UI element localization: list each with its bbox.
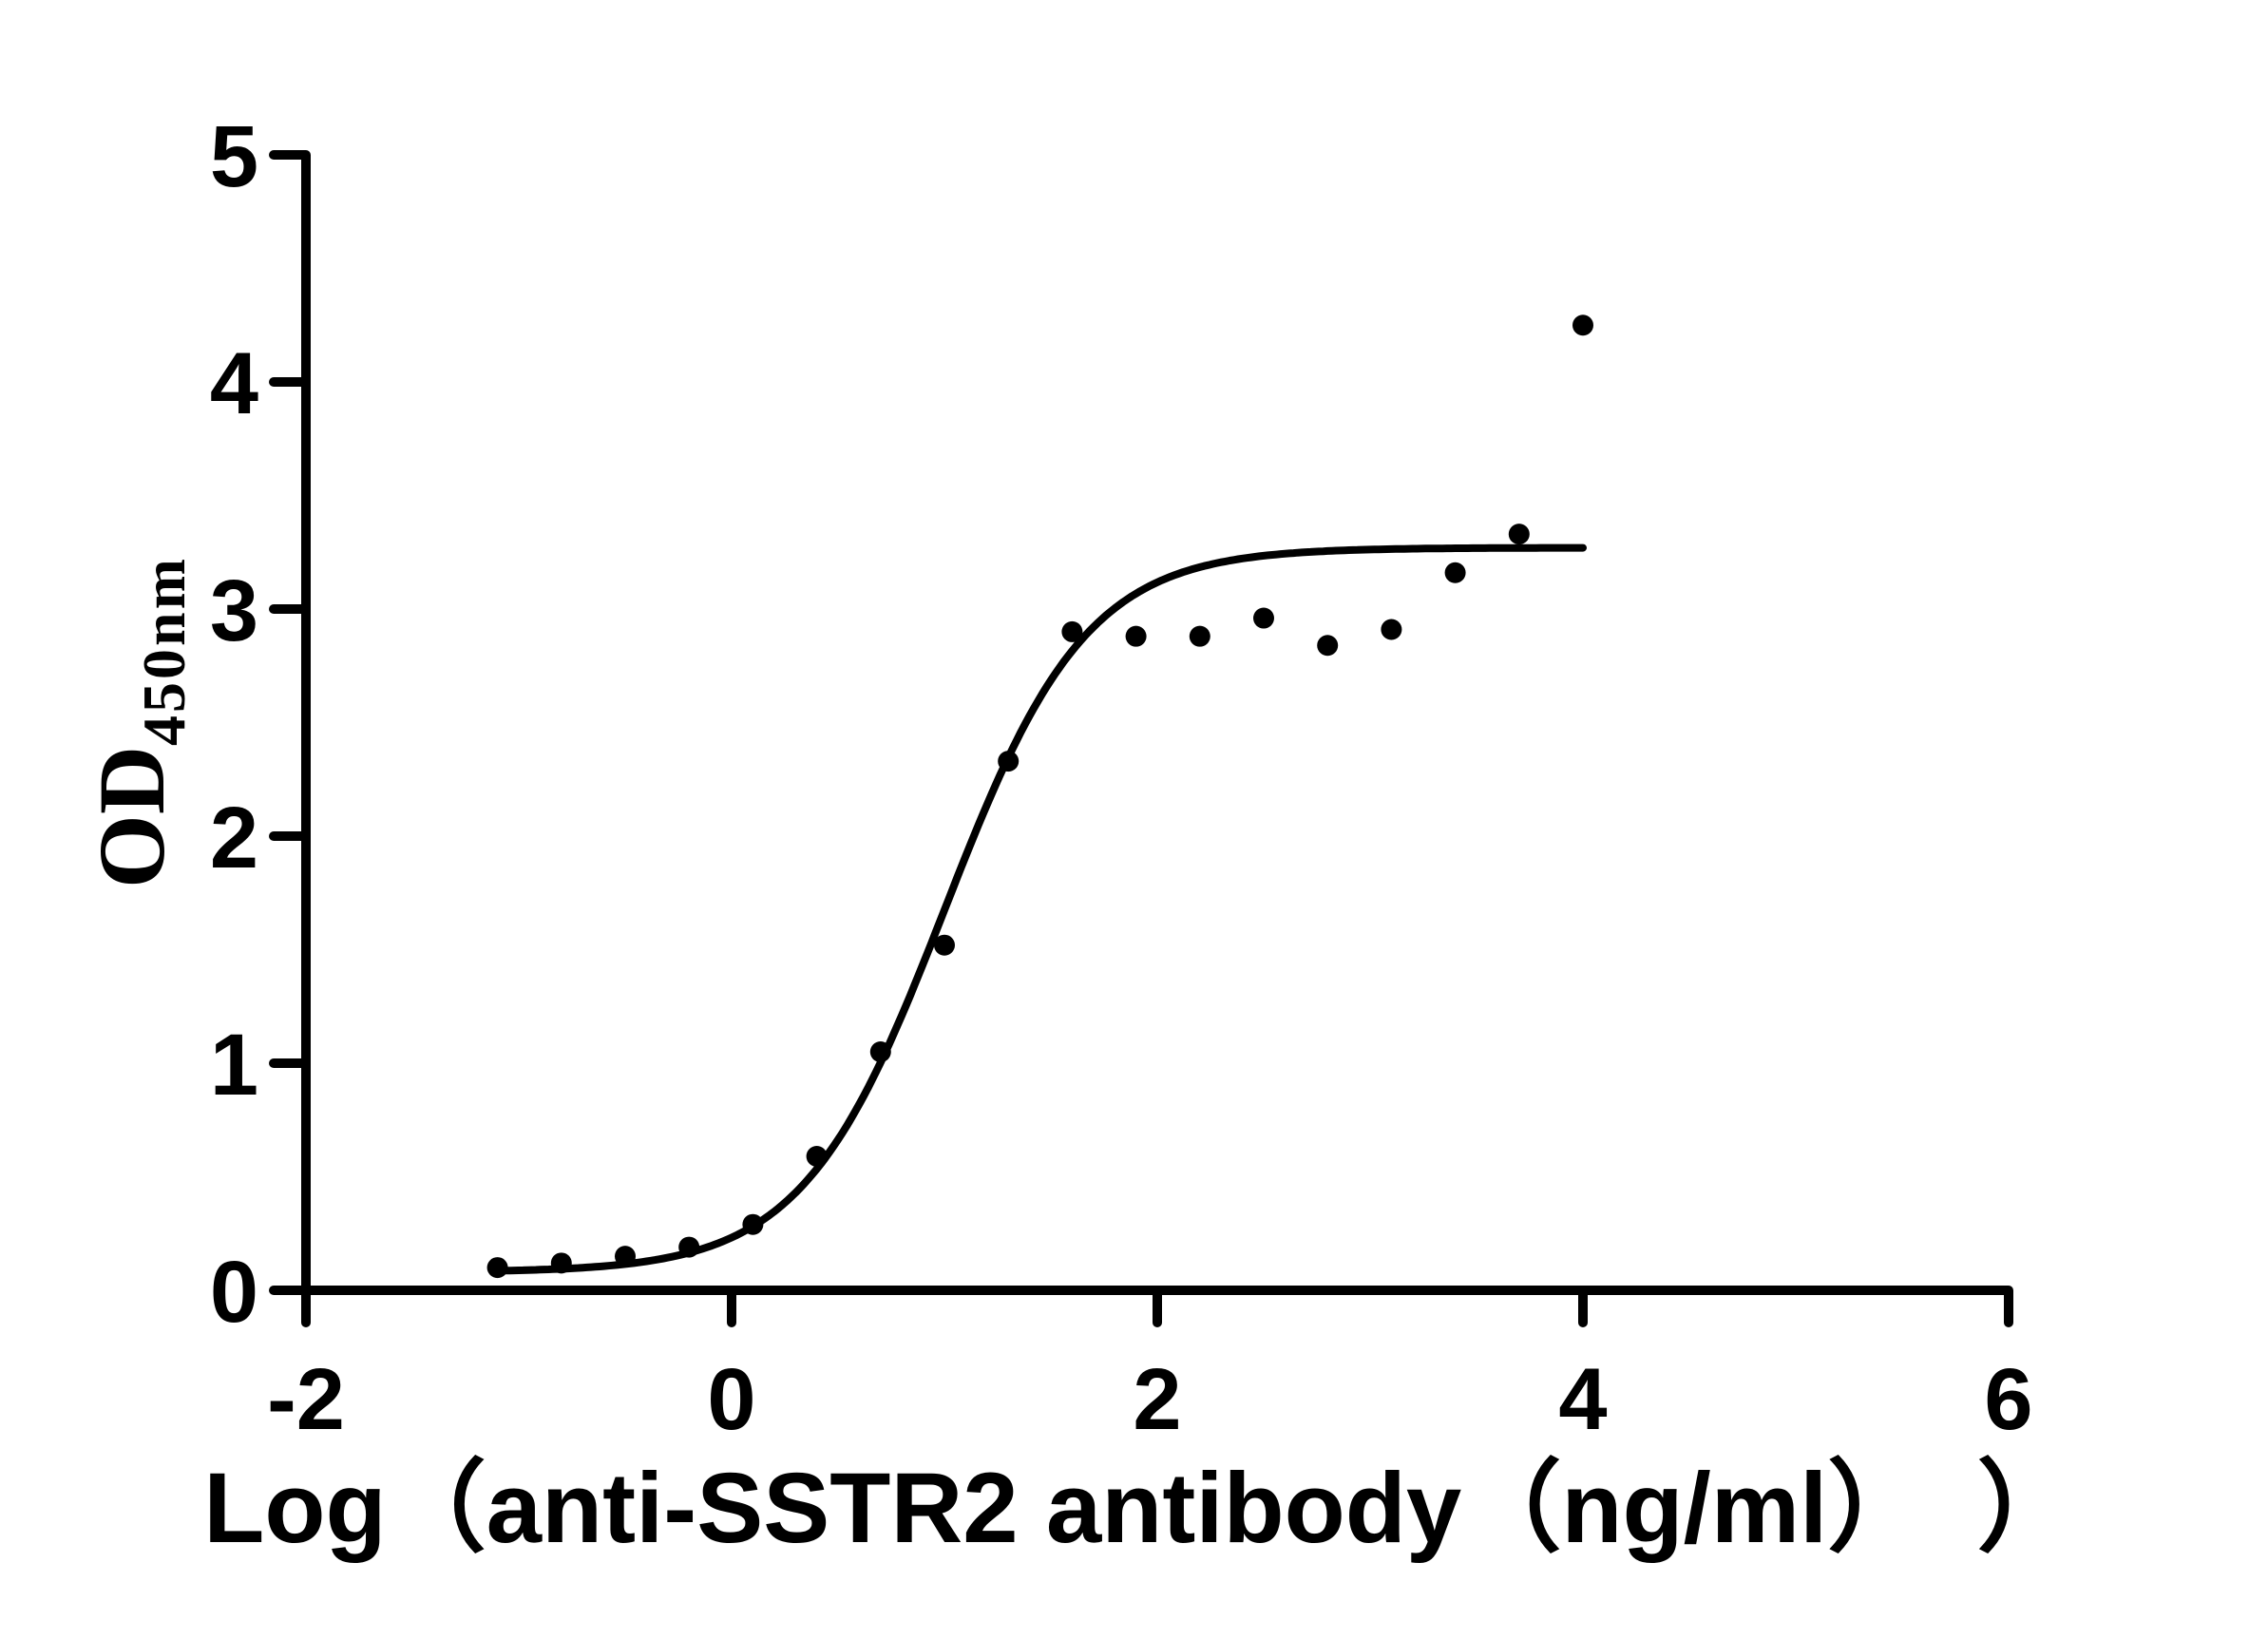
y-tick-label: 2 — [210, 790, 258, 886]
axis-spines — [301, 155, 2009, 1295]
x-tick-label: 4 — [1558, 1351, 1607, 1448]
data-point — [1061, 620, 1083, 642]
data-point — [1508, 524, 1530, 545]
y-tick-label: 0 — [210, 1244, 258, 1341]
y-tick-label: 3 — [210, 562, 258, 659]
y-axis-title: OD450nm — [79, 556, 198, 888]
data-point — [806, 1145, 828, 1167]
data-point — [934, 934, 955, 956]
data-point — [1381, 619, 1402, 640]
data-point — [742, 1213, 764, 1235]
data-point — [1189, 625, 1210, 647]
x-axis-title: Log（anti-SSTR2 antibody（ng/ml） ） — [203, 1453, 2077, 1564]
y-axis-title-main: OD — [79, 746, 184, 888]
x-tick-label: 0 — [707, 1351, 755, 1448]
data-point — [998, 751, 1020, 772]
y-tick-label: 1 — [210, 1017, 258, 1114]
data-point — [1444, 562, 1466, 583]
data-point — [550, 1252, 572, 1274]
data-point — [1253, 607, 1274, 629]
x-tick-label: -2 — [267, 1351, 345, 1448]
x-tick-label: 6 — [1984, 1351, 2032, 1448]
data-point — [678, 1236, 700, 1258]
x-tick-label: 2 — [1133, 1351, 1181, 1448]
data-point — [1317, 635, 1339, 657]
data-point — [1125, 625, 1147, 647]
fit-curve — [498, 543, 1587, 1275]
y-tick-label: 5 — [210, 108, 258, 205]
data-point — [615, 1246, 636, 1267]
y-axis-title-subscript: 450nm — [130, 556, 198, 746]
data-point — [869, 1041, 891, 1063]
data-point — [486, 1257, 508, 1279]
y-tick-label: 4 — [210, 335, 258, 432]
data-point — [1572, 314, 1593, 336]
